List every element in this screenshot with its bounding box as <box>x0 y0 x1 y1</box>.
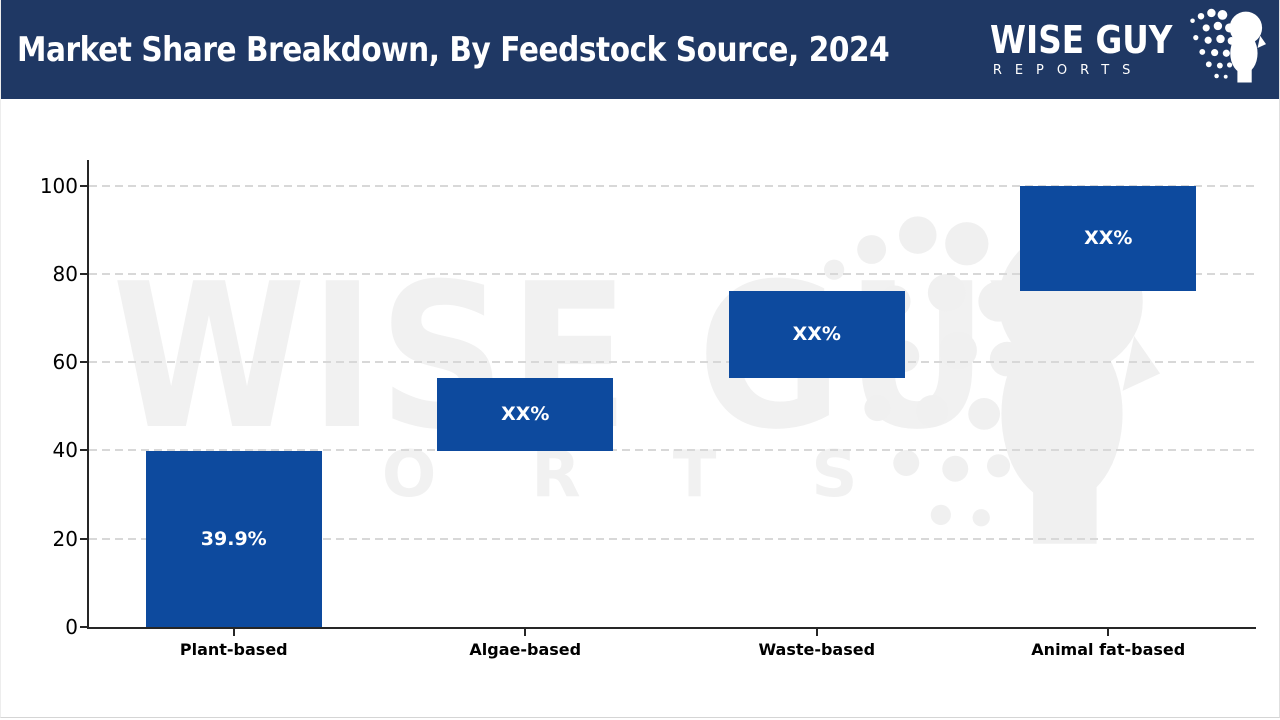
header: Market Share Breakdown, By Feedstock Sou… <box>0 0 1280 99</box>
brand-logo: WISE GUY REPORTS <box>990 0 1266 99</box>
y-tick-label-20: 20 <box>52 526 78 551</box>
gridline-80 <box>89 272 1254 275</box>
chart-area: 0 20 40 60 80 100 39.9% Plant-based XX% Algae-bas… <box>0 99 1280 720</box>
brand-sub-wordmark: REPORTS <box>992 63 1144 78</box>
y-axis-spine <box>87 160 89 629</box>
gridline-20 <box>89 537 1254 540</box>
y-tick-20 <box>80 537 88 540</box>
y-tick-label-0: 0 <box>65 615 78 639</box>
x-tick-waste-based <box>815 629 818 636</box>
brand-wordmark: WISE GUY <box>989 18 1173 62</box>
gridline-100 <box>89 184 1254 187</box>
x-tick-animal-fat-based <box>1107 629 1110 636</box>
page-title: Market Share Breakdown, By Feedstock Sou… <box>17 29 890 70</box>
bar-value-label-animal-fat-based: XX% <box>1084 227 1133 250</box>
category-label-algae-based: Algae-based <box>469 640 582 659</box>
bar-value-label-plant-based: 39.9% <box>200 527 267 550</box>
bar-animal-fat-based: XX% <box>1020 185 1197 292</box>
face-dots-icon <box>1190 8 1266 82</box>
brand-text: WISE GUY REPORTS <box>990 21 1202 78</box>
y-tick-label-100: 100 <box>39 173 78 198</box>
y-tick-80 <box>80 272 88 275</box>
x-tick-algae-based <box>524 629 527 636</box>
bar-plant-based: 39.9% <box>145 450 322 627</box>
bar-algae-based: XX% <box>437 377 614 451</box>
y-tick-0 <box>80 626 88 628</box>
category-label-plant-based: Plant-based <box>179 640 288 659</box>
x-axis-spine <box>87 627 1256 629</box>
y-tick-label-80: 80 <box>52 261 78 286</box>
bar-waste-based: XX% <box>728 291 905 378</box>
category-label-waste-based: Waste-based <box>758 640 876 659</box>
x-tick-plant-based <box>232 629 235 636</box>
bar-value-label-algae-based: XX% <box>501 403 550 426</box>
gridline-60 <box>89 361 1254 364</box>
category-label-animal-fat-based: Animal fat-based <box>1031 640 1186 659</box>
gridline-40 <box>89 449 1254 452</box>
y-tick-60 <box>80 361 88 364</box>
y-tick-100 <box>80 184 88 187</box>
y-tick-40 <box>80 449 88 452</box>
bar-value-label-waste-based: XX% <box>792 323 841 346</box>
y-tick-label-60: 60 <box>52 350 78 375</box>
y-tick-label-40: 40 <box>52 438 78 463</box>
